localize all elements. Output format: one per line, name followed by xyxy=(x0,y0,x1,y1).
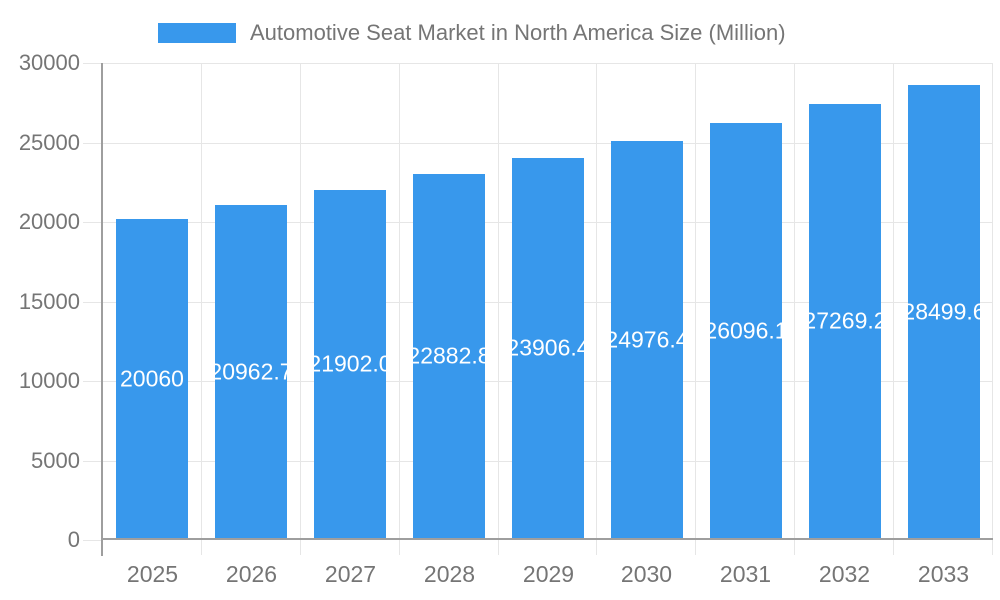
x-tick-label-2029: 2029 xyxy=(522,561,575,587)
bar-2025[interactable]: 20060 xyxy=(116,219,188,538)
bar-2030[interactable]: 24976.4 xyxy=(611,141,683,538)
bar-value-label: 20060 xyxy=(120,365,184,391)
column-gridline-3 xyxy=(399,63,400,555)
x-tick-label-2030: 2030 xyxy=(620,561,673,587)
bar-value-label: 26096.1 xyxy=(710,317,782,343)
x-tick-label-2026: 2026 xyxy=(225,561,278,587)
column-gridline-7 xyxy=(794,63,795,555)
gridline-30000 xyxy=(83,63,993,64)
bar-2032[interactable]: 27269.2 xyxy=(809,104,881,538)
x-tick-label-2025: 2025 xyxy=(126,561,179,587)
bar-2028[interactable]: 22882.8 xyxy=(413,174,485,538)
bar-value-label: 24976.4 xyxy=(611,326,683,352)
column-gridline-2 xyxy=(300,63,301,555)
x-tick-label-2033: 2033 xyxy=(917,561,970,587)
bar-value-label: 21902.0 xyxy=(314,350,386,377)
x-tick-label-2031: 2031 xyxy=(719,561,772,587)
y-tick-label-25000: 25000 xyxy=(18,130,80,155)
gridline-25000 xyxy=(83,143,993,144)
bar-2026[interactable]: 20962.7 xyxy=(215,205,287,538)
column-gridline-1 xyxy=(201,63,202,555)
column-gridline-9 xyxy=(992,63,993,555)
bar-2027[interactable]: 21902.0 xyxy=(314,190,386,538)
legend-swatch xyxy=(158,23,236,43)
y-tick-label-15000: 15000 xyxy=(18,289,80,314)
y-axis-line xyxy=(101,63,103,556)
chart-title: Automotive Seat Market in North America … xyxy=(250,20,786,45)
column-gridline-8 xyxy=(893,63,894,555)
column-gridline-4 xyxy=(498,63,499,555)
column-gridline-5 xyxy=(596,63,597,555)
bar-value-label: 23906.4 xyxy=(512,334,584,361)
y-tick-label-30000: 30000 xyxy=(18,50,80,75)
y-tick-label-20000: 20000 xyxy=(18,209,80,234)
y-tick-label-0: 0 xyxy=(67,527,80,552)
plot-area: 20060 20962.7 21902.0 22882.8 23906.4 24976.4… xyxy=(83,63,993,556)
bar-value-label: 20962.7 xyxy=(215,358,287,384)
bar-value-label: 22882.8 xyxy=(413,342,485,369)
tick-0 xyxy=(83,540,103,541)
x-tick-label-2032: 2032 xyxy=(818,561,871,587)
bar-value-label: 28499.6 xyxy=(908,298,980,324)
column-gridline-6 xyxy=(695,63,696,555)
y-tick-label-10000: 10000 xyxy=(18,368,80,393)
bar-value-label: 27269.2 xyxy=(809,307,881,334)
x-tick-label-2028: 2028 xyxy=(423,561,476,587)
y-tick-label-5000: 5000 xyxy=(31,448,80,473)
bar-2029[interactable]: 23906.4 xyxy=(512,158,584,538)
x-axis-baseline xyxy=(103,538,993,540)
bar-2031[interactable]: 26096.1 xyxy=(710,123,782,538)
x-tick-label-2027: 2027 xyxy=(324,561,377,587)
bar-2033[interactable]: 28499.6 xyxy=(908,85,980,538)
